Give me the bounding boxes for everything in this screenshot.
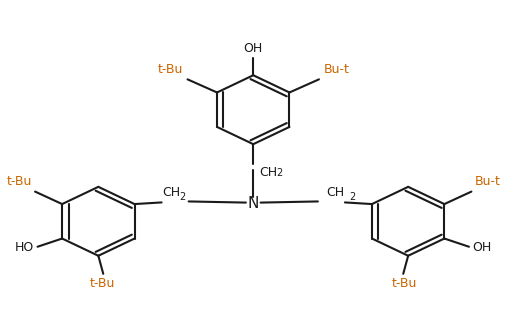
Text: CH: CH	[260, 166, 278, 178]
Text: HO: HO	[15, 241, 34, 254]
Text: CH: CH	[326, 186, 344, 199]
Text: Bu-t: Bu-t	[324, 63, 350, 76]
Text: t-Bu: t-Bu	[90, 277, 115, 290]
Text: t-Bu: t-Bu	[6, 175, 31, 188]
Text: 2: 2	[349, 192, 355, 202]
Text: OH: OH	[473, 241, 492, 254]
Text: Bu-t: Bu-t	[475, 175, 501, 188]
Text: CH: CH	[163, 186, 180, 199]
Text: OH: OH	[244, 42, 263, 55]
Text: N: N	[247, 196, 259, 211]
Text: t-Bu: t-Bu	[391, 277, 417, 290]
Text: 2: 2	[179, 192, 185, 202]
Text: 2: 2	[276, 168, 282, 178]
Text: t-Bu: t-Bu	[157, 63, 183, 76]
